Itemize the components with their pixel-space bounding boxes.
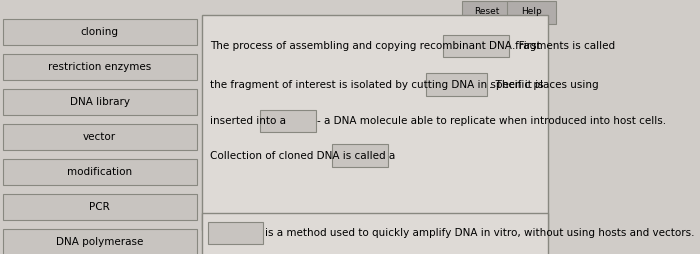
Text: . First: . First xyxy=(512,41,541,51)
FancyBboxPatch shape xyxy=(443,35,510,57)
FancyBboxPatch shape xyxy=(208,222,263,244)
FancyBboxPatch shape xyxy=(3,159,197,185)
Text: is a method used to quickly amplify DNA in vitro, without using hosts and vector: is a method used to quickly amplify DNA … xyxy=(265,228,694,238)
Text: PCR: PCR xyxy=(90,202,110,212)
Text: restriction enzymes: restriction enzymes xyxy=(48,62,151,72)
Text: vector: vector xyxy=(83,132,116,142)
FancyBboxPatch shape xyxy=(3,54,197,80)
Text: Reset: Reset xyxy=(475,7,500,16)
Text: The process of assembling and copying recombinant DNA fragments is called: The process of assembling and copying re… xyxy=(211,41,615,51)
Text: . Then it is: . Then it is xyxy=(489,80,543,90)
FancyBboxPatch shape xyxy=(3,19,197,45)
Text: DNA polymerase: DNA polymerase xyxy=(56,237,144,247)
Text: cloning: cloning xyxy=(80,27,119,37)
Text: - a DNA molecule able to replicate when introduced into host cells.: - a DNA molecule able to replicate when … xyxy=(317,116,666,126)
FancyBboxPatch shape xyxy=(507,1,556,24)
FancyBboxPatch shape xyxy=(202,15,548,230)
Text: the fragment of interest is isolated by cutting DNA in specific places using: the fragment of interest is isolated by … xyxy=(211,80,599,90)
Text: Help: Help xyxy=(522,7,542,16)
Text: inserted into a: inserted into a xyxy=(211,116,286,126)
FancyBboxPatch shape xyxy=(202,213,548,254)
FancyBboxPatch shape xyxy=(3,229,197,254)
FancyBboxPatch shape xyxy=(260,110,316,132)
FancyBboxPatch shape xyxy=(3,124,197,150)
FancyBboxPatch shape xyxy=(332,145,388,167)
FancyBboxPatch shape xyxy=(3,194,197,220)
Text: DNA library: DNA library xyxy=(70,97,130,107)
FancyBboxPatch shape xyxy=(426,73,487,96)
Text: Collection of cloned DNA is called a: Collection of cloned DNA is called a xyxy=(211,151,396,161)
FancyBboxPatch shape xyxy=(462,1,512,24)
FancyBboxPatch shape xyxy=(3,89,197,115)
Text: modification: modification xyxy=(67,167,132,177)
